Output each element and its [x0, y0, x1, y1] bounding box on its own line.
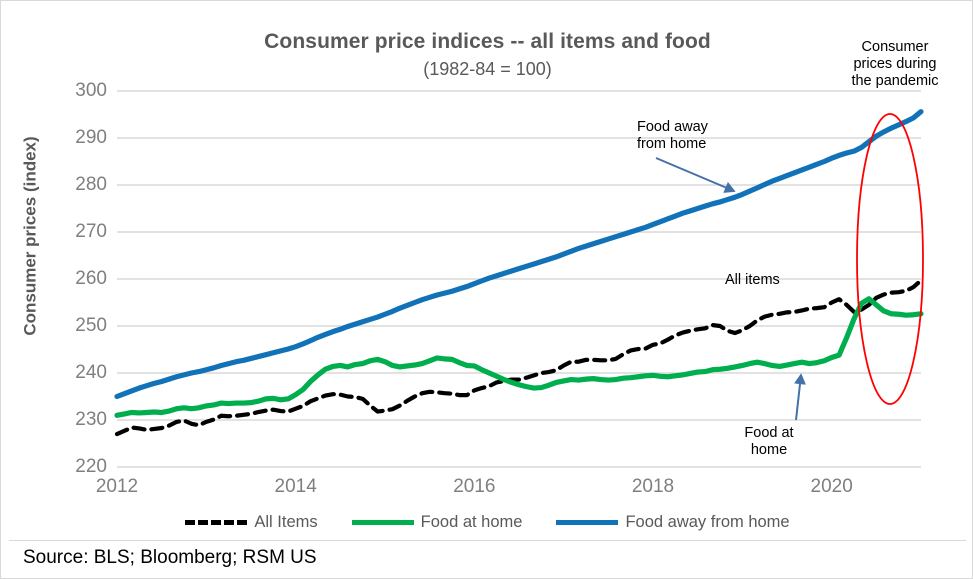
annotation-food-at-home: Food at home	[744, 425, 794, 458]
annotation-pandemic-callout: Consumer prices during the pandemic	[851, 39, 939, 89]
legend-swatch-all-items-icon	[185, 519, 248, 525]
x-tick-2016: 2016	[453, 476, 496, 497]
y-tick-240: 240	[75, 362, 107, 383]
annotation-arrow	[794, 373, 806, 421]
y-tick-300: 300	[75, 80, 107, 101]
annotation-food-away-from-home: Food away from home	[637, 119, 708, 152]
y-tick-220: 220	[75, 456, 107, 477]
y-tick-280: 280	[75, 174, 107, 195]
x-tick-2020: 2020	[810, 476, 853, 497]
annotation-shapes	[655, 113, 924, 421]
annotation-all-items: All items	[725, 272, 780, 288]
pandemic-highlight-ellipse	[856, 113, 924, 405]
legend-label-food-away-from-home: Food away from home	[625, 513, 790, 531]
legend-swatch-food-at-home-icon	[351, 519, 414, 525]
chart-legend: All Items Food at home Food away from ho…	[1, 513, 972, 531]
annotation-arrow	[655, 157, 736, 193]
legend-item-all-items[interactable]: All Items	[185, 513, 318, 531]
legend-item-food-away-from-home[interactable]: Food away from home	[556, 513, 790, 531]
legend-swatch-food-away-from-home-icon	[556, 519, 619, 525]
y-tick-270: 270	[75, 221, 107, 242]
x-tick-2012: 2012	[95, 476, 139, 497]
y-tick-290: 290	[75, 127, 107, 148]
source-note: Source: BLS; Bloomberg; RSM US	[23, 547, 317, 568]
legend-item-food-at-home[interactable]: Food at home	[351, 513, 523, 531]
x-tick-2018: 2018	[631, 476, 675, 497]
series-lines	[114, 109, 924, 437]
x-tick-2014: 2014	[274, 476, 317, 497]
y-tick-260: 260	[75, 268, 107, 289]
source-divider	[9, 540, 966, 541]
gridlines	[117, 90, 921, 468]
y-tick-230: 230	[75, 409, 107, 430]
legend-label-all-items: All Items	[254, 513, 318, 531]
y-tick-250: 250	[75, 315, 107, 336]
legend-label-food-at-home: Food at home	[420, 513, 523, 531]
